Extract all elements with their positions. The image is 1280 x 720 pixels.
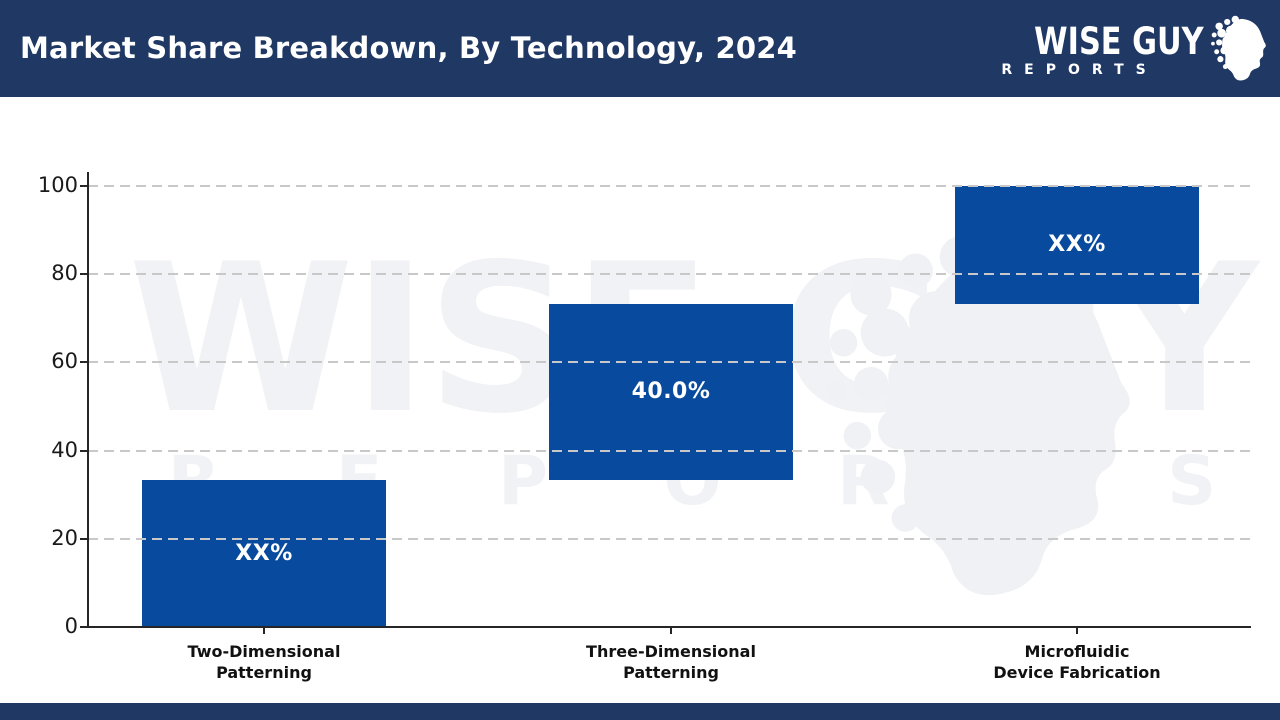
x-axis-line — [87, 626, 1251, 628]
footer-bar — [0, 703, 1280, 720]
gridline — [88, 449, 1251, 452]
category-label-line: Device Fabrication — [993, 663, 1161, 682]
category-label-line: Patterning — [216, 663, 312, 682]
wiseguy-logo-name: WISE GUY — [1034, 20, 1204, 63]
gridline — [88, 361, 1251, 364]
y-tick-mark — [80, 449, 88, 452]
gridline — [88, 273, 1251, 276]
category-label: Two-Dimensional Patterning — [104, 641, 424, 683]
gridline — [88, 185, 1251, 187]
header-bar: Market Share Breakdown, By Technology, 2… — [0, 0, 1280, 97]
page-title: Market Share Breakdown, By Technology, 2… — [20, 31, 798, 65]
bar-value-label: XX% — [235, 541, 293, 567]
bar-segment: XX% — [955, 186, 1199, 304]
y-tick-mark — [80, 185, 88, 187]
wiseguy-logo: WISE GUY REPORTS — [1001, 0, 1272, 97]
x-tick-mark — [1076, 627, 1078, 634]
wiseguy-logo-text: WISE GUY REPORTS — [997, 20, 1204, 78]
x-tick-mark — [670, 627, 672, 634]
y-tick-label: 60 — [51, 349, 78, 374]
y-tick-mark — [80, 537, 88, 540]
y-tick-mark — [80, 273, 88, 276]
y-tick-mark — [80, 361, 88, 364]
bar-segment: XX% — [142, 480, 386, 627]
x-tick-mark — [263, 627, 265, 634]
category-label: Microfluidic Device Fabrication — [917, 641, 1237, 683]
gridline — [88, 537, 1251, 540]
y-tick-label: 20 — [51, 525, 78, 550]
y-tick-label: 40 — [51, 437, 78, 462]
y-tick-label: 80 — [51, 261, 78, 286]
y-tick-label: 0 — [64, 614, 78, 638]
category-label-line: Microfluidic — [1024, 642, 1130, 661]
wiseguy-logo-face-icon — [1208, 8, 1270, 88]
bar-segment: 40.0% — [549, 303, 793, 481]
category-label-line: Two-Dimensional — [187, 642, 341, 661]
category-label: Three-Dimensional Patterning — [511, 641, 831, 683]
bar-value-label: XX% — [1048, 232, 1106, 258]
wiseguy-logo-reports: REPORTS — [1001, 62, 1158, 78]
bar-value-label: 40.0% — [631, 379, 711, 405]
y-axis-line — [87, 172, 89, 628]
y-tick-label: 100 — [37, 173, 78, 197]
category-label-line: Three-Dimensional — [586, 642, 756, 661]
category-label-line: Patterning — [623, 663, 719, 682]
y-tick-mark — [80, 626, 88, 628]
